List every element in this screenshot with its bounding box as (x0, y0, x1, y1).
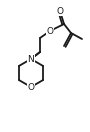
Text: O: O (47, 27, 53, 36)
Text: O: O (28, 82, 34, 91)
Text: O: O (57, 6, 64, 15)
Text: N: N (28, 55, 34, 63)
